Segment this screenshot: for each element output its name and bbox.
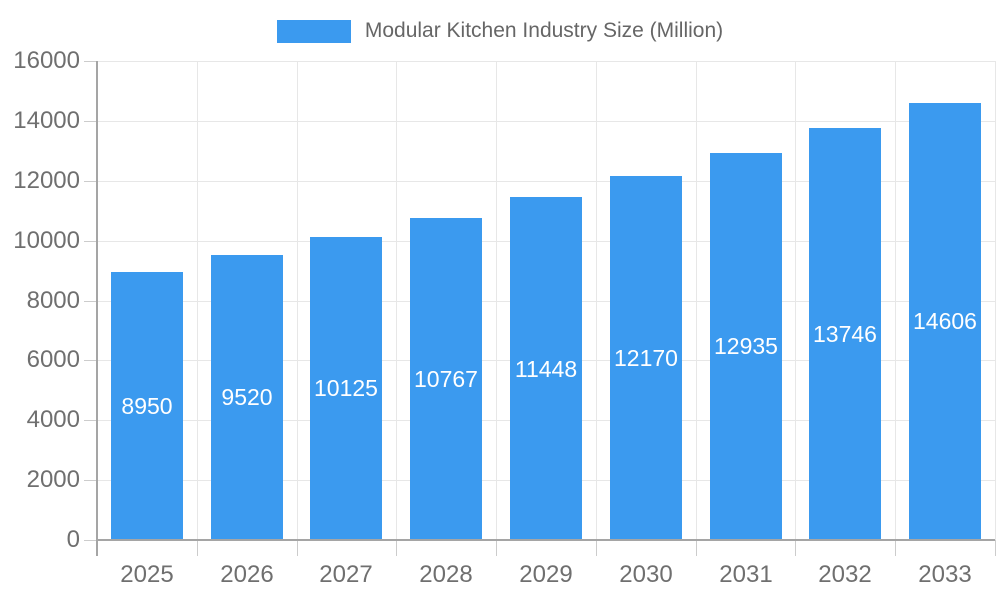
- bar-value-label: 10767: [414, 366, 478, 392]
- x-axis-tick-mark: [895, 540, 896, 556]
- x-axis-tick-label: 2025: [120, 561, 174, 588]
- bar-2028[interactable]: [410, 218, 482, 540]
- y-axis-tick-label: 6000: [26, 346, 80, 373]
- y-axis-tick-label: 14000: [13, 107, 80, 134]
- y-axis-line: [96, 61, 98, 556]
- y-axis-tick-mark: [84, 480, 97, 481]
- gridline: [496, 61, 497, 540]
- y-axis-tick-label: 0: [66, 526, 80, 553]
- x-axis-line: [96, 539, 995, 541]
- bar-value-label: 8950: [121, 393, 173, 419]
- y-axis-tick-label: 8000: [26, 287, 80, 314]
- bar-value-label: 9520: [221, 384, 273, 410]
- y-axis-tick-mark: [84, 241, 97, 242]
- gridline: [795, 61, 796, 540]
- x-axis-tick-mark: [496, 540, 497, 556]
- x-axis-tick-label: 2033: [918, 561, 972, 588]
- bar-value-label: 12170: [614, 345, 678, 371]
- bar-2026[interactable]: [211, 255, 283, 540]
- y-axis-tick-mark: [84, 301, 97, 302]
- x-axis-tick-label: 2030: [619, 561, 673, 588]
- y-axis-tick-label: 2000: [26, 466, 80, 493]
- gridline: [97, 121, 995, 122]
- y-axis-tick-label: 10000: [13, 227, 80, 254]
- x-axis-tick-mark: [197, 540, 198, 556]
- x-axis-tick-label: 2028: [419, 561, 473, 588]
- gridline: [396, 61, 397, 540]
- gridline: [97, 61, 995, 62]
- x-axis-tick-mark: [297, 540, 298, 556]
- bar-2031[interactable]: [710, 153, 782, 540]
- y-axis-tick-label: 16000: [13, 47, 80, 74]
- gridline: [596, 61, 597, 540]
- gridline: [97, 181, 995, 182]
- y-axis-tick-label: 12000: [13, 167, 80, 194]
- x-axis-tick-mark: [396, 540, 397, 556]
- bar-2025[interactable]: [111, 272, 183, 540]
- y-axis-tick-mark: [84, 181, 97, 182]
- y-axis-tick-mark: [84, 420, 97, 421]
- y-axis-tick-mark: [84, 61, 97, 62]
- gridline: [895, 61, 896, 540]
- bar-2033[interactable]: [909, 103, 981, 540]
- bar-value-label: 14606: [913, 308, 977, 334]
- x-axis-tick-label: 2031: [719, 561, 773, 588]
- y-axis-tick-mark: [84, 360, 97, 361]
- x-axis-tick-label: 2026: [220, 561, 274, 588]
- bar-2027[interactable]: [310, 237, 382, 540]
- x-axis-tick-label: 2029: [519, 561, 573, 588]
- x-axis-tick-mark: [696, 540, 697, 556]
- legend-swatch: [276, 19, 351, 43]
- bar-2029[interactable]: [510, 197, 582, 540]
- y-axis-tick-label: 4000: [26, 406, 80, 433]
- x-axis-tick-mark: [995, 540, 996, 556]
- gridline: [995, 61, 996, 540]
- legend[interactable]: Modular Kitchen Industry Size (Million): [0, 16, 1000, 46]
- bar-value-label: 12935: [714, 333, 778, 359]
- gridline: [696, 61, 697, 540]
- y-axis-tick-mark: [84, 121, 97, 122]
- y-axis-tick-mark: [84, 540, 97, 541]
- x-axis-tick-label: 2032: [818, 561, 872, 588]
- bar-2032[interactable]: [809, 128, 881, 540]
- bar-value-label: 11448: [514, 356, 578, 382]
- bar-2030[interactable]: [610, 176, 682, 540]
- x-axis-tick-mark: [795, 540, 796, 556]
- x-axis-tick-label: 2027: [319, 561, 373, 588]
- bar-value-label: 13746: [813, 321, 877, 347]
- gridline: [297, 61, 298, 540]
- legend-label: Modular Kitchen Industry Size (Million): [364, 19, 724, 42]
- x-axis-tick-mark: [596, 540, 597, 556]
- bar-value-label: 10125: [314, 375, 378, 401]
- gridline: [197, 61, 198, 540]
